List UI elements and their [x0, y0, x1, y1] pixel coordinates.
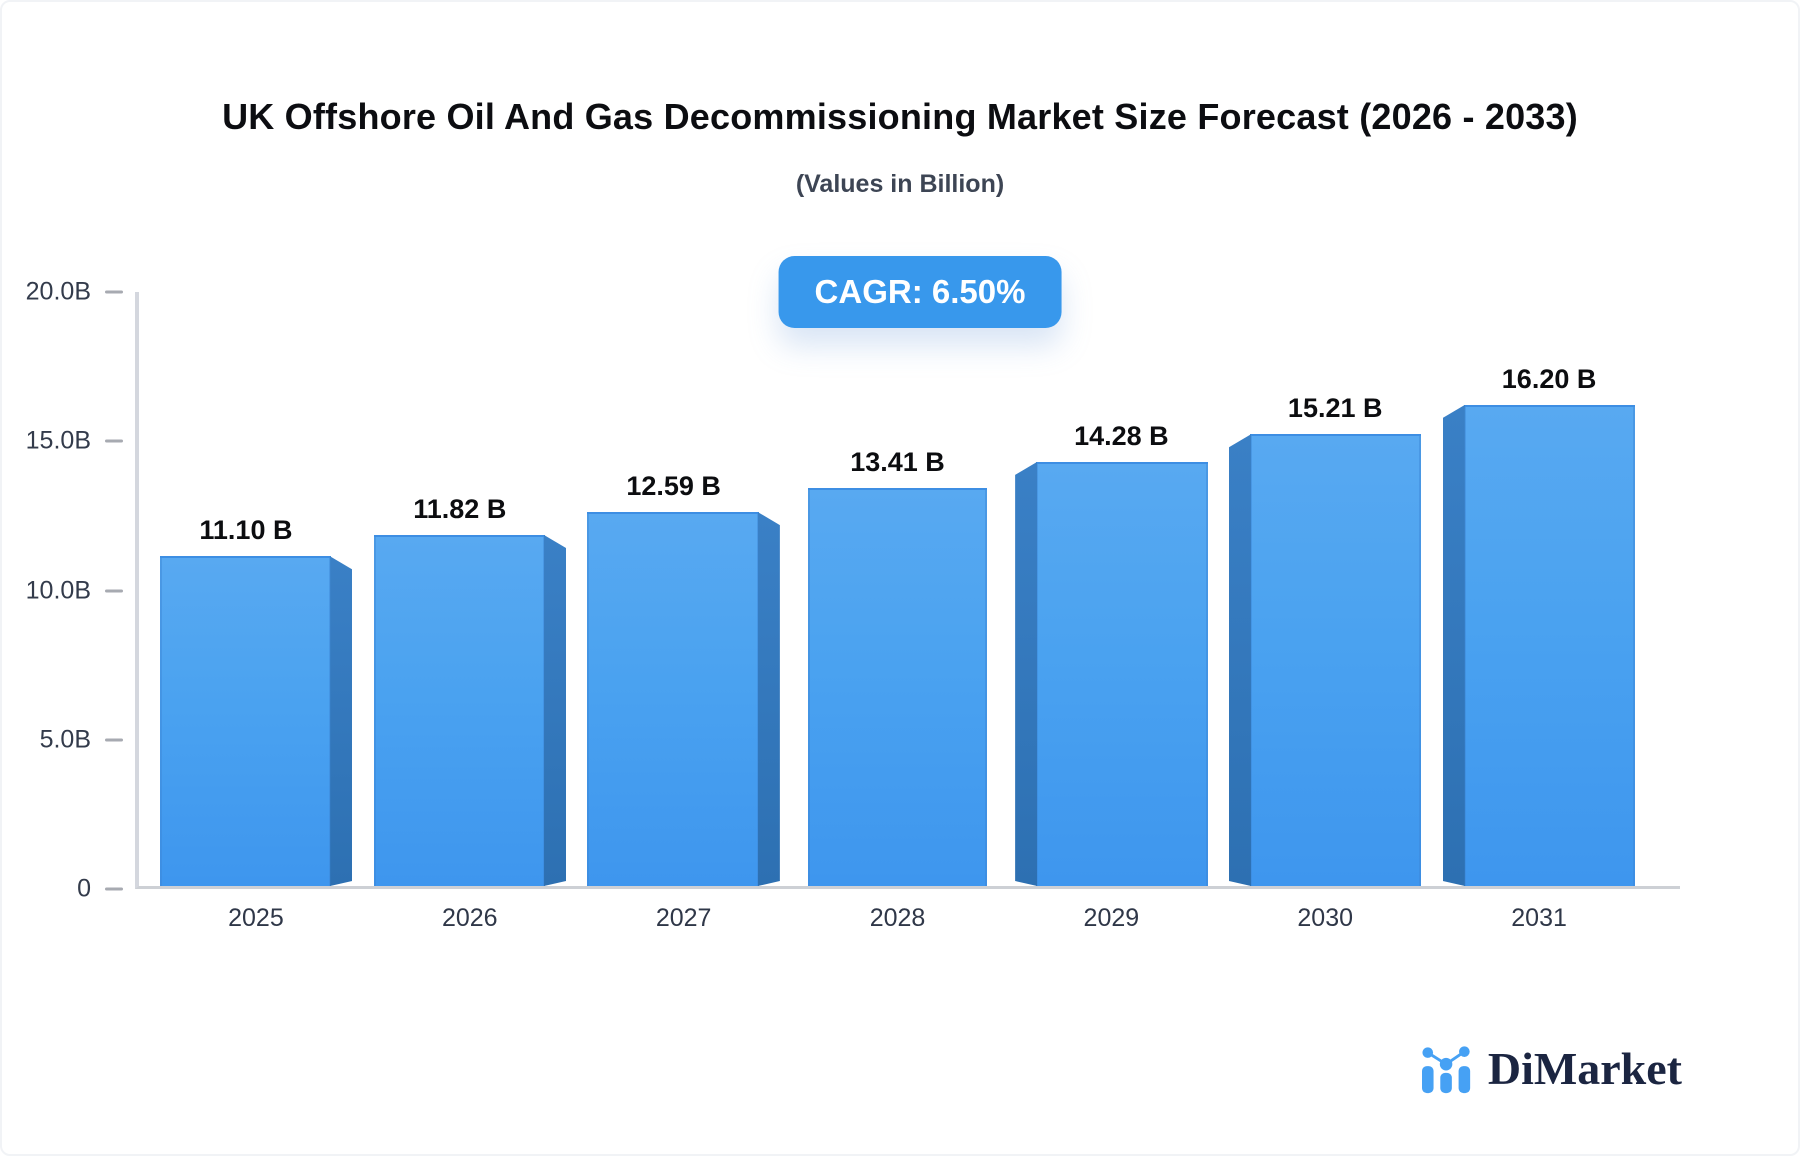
bar-column: 12.59 B 2027 [577, 292, 791, 932]
bar-side-face [758, 512, 780, 886]
bar-column: 15.21 B 2030 [1218, 292, 1432, 932]
bar-column: 11.10 B 2025 [149, 292, 363, 932]
bar-value-label: 16.20 B [1501, 363, 1597, 394]
bar-front-face [1036, 461, 1208, 886]
chart-subtitle: (Values in Billion) [795, 170, 1005, 198]
bar-front-face [159, 556, 332, 886]
x-axis-label: 2031 [1511, 904, 1567, 932]
bar-front-face [1463, 404, 1636, 886]
cagr-badge: CAGR: 6.50% [778, 256, 1062, 328]
bar-side-face [1443, 405, 1465, 886]
y-axis-tick-label: 5.0B [39, 725, 91, 754]
x-axis-label: 2029 [1083, 904, 1140, 932]
y-axis-tick-mark [105, 589, 123, 592]
dimarket-logo-text: DiMarket [1487, 1043, 1682, 1094]
chart-title: UK Offshore Oil And Gas Decommissioning … [222, 96, 1578, 137]
plot-area: 11.10 B 2025 11.82 B 2026 12.59 B 2027 13.41 B… [135, 292, 1680, 932]
y-axis-tick: 5.0B [19, 725, 123, 754]
bar-2030[interactable]: 15.21 B [1229, 393, 1422, 886]
bar-column: 13.41 B 2028 [791, 292, 1005, 932]
bar-value-label: 15.21 B [1287, 393, 1383, 424]
bar-front-face [373, 534, 546, 886]
bar-column: 16.20 B 2031 [1432, 292, 1646, 932]
x-axis-label: 2027 [655, 904, 712, 932]
y-axis-tick: 0 [19, 875, 123, 904]
bar-chart: 20.0B 15.0B 10.0B 5.0B 0 11.10 B 2025 11.8… [26, 278, 1680, 932]
y-axis-tick-mark [105, 290, 123, 294]
bar-side-face [1229, 434, 1251, 886]
bars-container: 11.10 B 2025 11.82 B 2026 12.59 B 2027 13.41 B… [139, 292, 1680, 932]
y-axis-tick: 20.0B [19, 278, 123, 307]
x-axis-label: 2025 [228, 904, 284, 932]
bar-front-face [807, 487, 988, 886]
bar-2026[interactable]: 11.82 B [373, 494, 566, 886]
bar-value-label: 14.28 B [1074, 420, 1169, 451]
y-axis-tick-label: 10.0B [25, 576, 91, 604]
x-axis-label: 2030 [1297, 904, 1354, 932]
bar-front-face [1249, 434, 1422, 886]
y-axis-tick-mark [105, 738, 123, 742]
bar-2031[interactable]: 16.20 B [1443, 364, 1636, 886]
y-axis-tick: 10.0B [19, 576, 123, 605]
bar-2028[interactable]: 13.41 B [807, 447, 988, 886]
y-axis-tick-mark [105, 887, 123, 891]
y-axis-tick: 15.0B [19, 427, 123, 456]
bar-column: 11.82 B 2026 [363, 292, 577, 932]
y-axis-tick-label: 0 [77, 874, 91, 903]
bar-value-label: 13.41 B [850, 446, 945, 477]
bar-2029[interactable]: 14.28 B [1015, 421, 1208, 886]
y-axis-tick-label: 15.0B [25, 426, 91, 455]
bar-value-label: 12.59 B [626, 471, 721, 502]
bar-2027[interactable]: 12.59 B [587, 471, 780, 886]
dimarket-logo: DiMarket [1421, 1043, 1682, 1095]
bar-value-label: 11.82 B [413, 493, 507, 524]
dimarket-logo-icon [1421, 1046, 1470, 1094]
bar-column: 14.28 B 2029 [1004, 292, 1218, 932]
bar-side-face [330, 556, 352, 886]
bar-value-label: 11.10 B [199, 515, 293, 546]
x-axis-label: 2026 [441, 904, 498, 932]
bar-side-face [544, 535, 566, 886]
x-axis-label: 2028 [869, 904, 926, 932]
y-axis-tick-label: 20.0B [25, 277, 91, 306]
bar-2025[interactable]: 11.10 B [159, 515, 352, 886]
y-axis-tick-mark [105, 439, 123, 443]
bar-front-face [587, 512, 759, 886]
bar-side-face [1015, 462, 1037, 886]
